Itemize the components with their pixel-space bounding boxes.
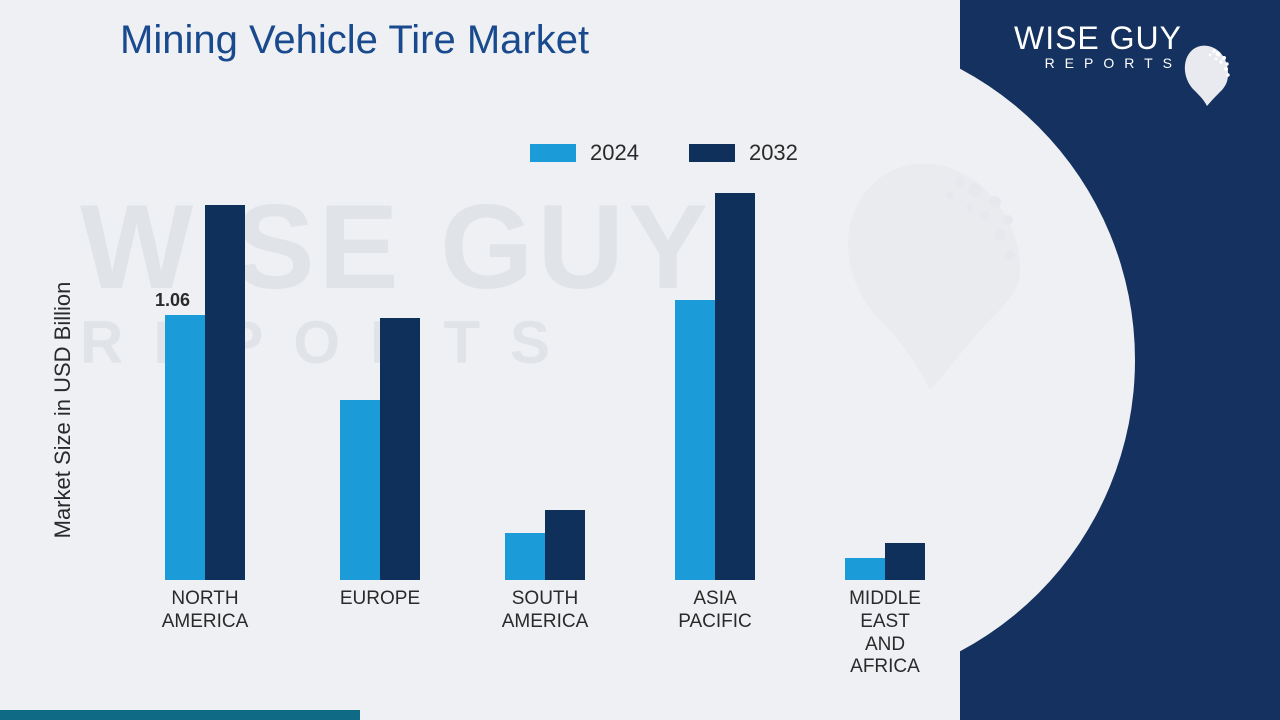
chart-container: Market Size in USD Billion 2024 2032 1.0… — [60, 140, 960, 700]
legend-item-2024: 2024 — [530, 140, 639, 166]
bar-group — [505, 510, 585, 580]
bar-group — [340, 318, 420, 581]
bar-2024 — [340, 400, 380, 580]
bar-2024 — [845, 558, 885, 581]
chart-legend: 2024 2032 — [530, 140, 798, 166]
x-axis-label: SOUTHAMERICA — [475, 588, 615, 634]
brand-logo: WISE GUY REPORTS — [1014, 20, 1240, 71]
legend-label-2024: 2024 — [590, 140, 639, 166]
footer-accent-bar — [0, 710, 360, 720]
data-label: 1.06 — [155, 290, 190, 311]
legend-swatch-2024 — [530, 144, 576, 162]
bar-2024 — [675, 300, 715, 580]
legend-item-2032: 2032 — [689, 140, 798, 166]
logo-head-icon — [1180, 38, 1240, 108]
plot-area: 1.06 — [130, 180, 960, 580]
bar-2032 — [715, 193, 755, 581]
bar-2024 — [165, 315, 205, 580]
x-axis-label: MIDDLEEASTANDAFRICA — [815, 588, 955, 679]
x-axis-label: NORTHAMERICA — [135, 588, 275, 634]
logo-main-text: WISE GUY — [1014, 20, 1182, 57]
bar-group: 1.06 — [165, 205, 245, 580]
y-axis-label: Market Size in USD Billion — [50, 200, 76, 620]
bar-2032 — [885, 543, 925, 581]
legend-swatch-2032 — [689, 144, 735, 162]
bar-2024 — [505, 533, 545, 581]
x-axis-label: ASIAPACIFIC — [645, 588, 785, 634]
logo-sub-text: REPORTS — [1014, 55, 1182, 71]
bar-2032 — [545, 510, 585, 580]
legend-label-2032: 2032 — [749, 140, 798, 166]
chart-title: Mining Vehicle Tire Market — [120, 18, 589, 63]
bar-2032 — [380, 318, 420, 581]
bar-2032 — [205, 205, 245, 580]
x-axis-label: EUROPE — [310, 588, 450, 611]
bar-group — [845, 543, 925, 581]
bar-group — [675, 193, 755, 581]
